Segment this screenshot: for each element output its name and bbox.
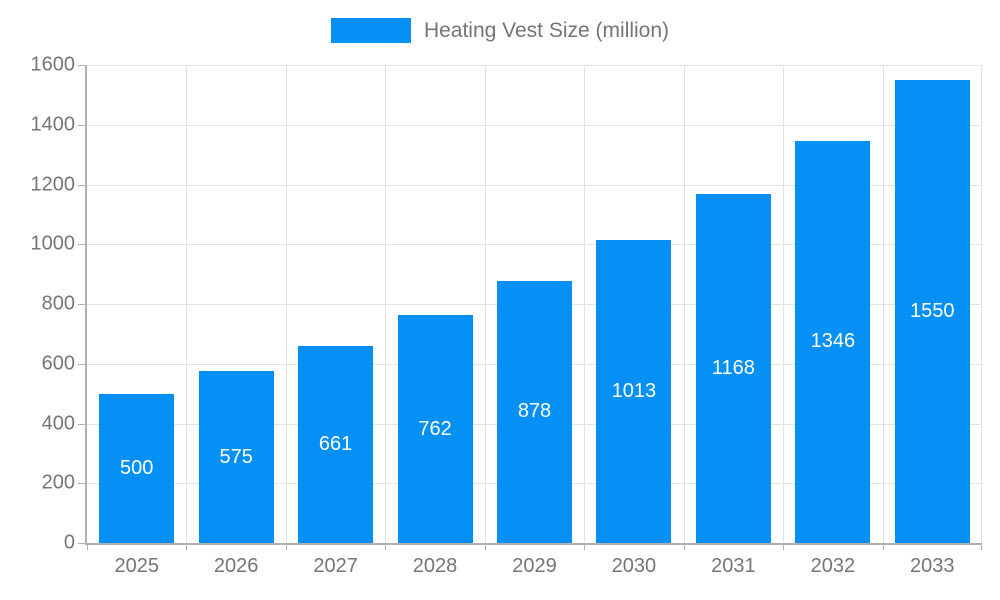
y-axis-tick-label: 200 [41,471,75,494]
y-axis-tick [78,543,85,544]
x-axis-tick [683,543,685,550]
bar-value-label: 1013 [611,380,657,403]
bar[interactable]: 878 [497,280,572,543]
x-axis-tick-label: 2027 [313,555,358,577]
x-axis-tick [484,543,486,550]
gridline-vertical [882,65,884,543]
y-axis-tick-label: 600 [41,352,75,375]
x-axis-tick [981,543,982,550]
legend[interactable]: Heating Vest Size (million) [0,18,1000,43]
bar[interactable]: 1550 [894,79,970,543]
bar-value-label: 1346 [810,330,856,353]
y-axis-tick [78,483,85,485]
bar-value-label: 500 [120,456,154,479]
y-axis-tick-label: 1400 [30,113,76,136]
y-axis-tick [78,304,85,305]
bar-value-label: 1550 [910,299,955,322]
bar[interactable]: 661 [298,345,374,543]
x-axis-tick [87,543,88,550]
x-axis-tick [783,543,785,550]
plot-area: 0 200 400 600 800 1000 1200 1400 1600 500 2025 575 2… [31,54,982,577]
y-axis-tick-label: 800 [41,292,75,315]
gridline-horizontal [87,244,982,246]
x-axis-tick [385,543,387,550]
x-axis-tick-label: 2032 [810,555,856,577]
bar[interactable]: 500 [99,393,175,543]
gridline-horizontal [87,65,982,66]
x-axis-tick-label: 2033 [910,555,955,577]
y-axis-tick [78,423,85,425]
y-axis-tick [78,184,85,186]
bar[interactable]: 1013 [596,240,672,543]
y-axis-tick-label: 1000 [30,232,76,255]
gridline-vertical [186,65,188,543]
x-axis-tick-label: 2030 [611,555,657,577]
bar[interactable]: 1168 [695,194,771,543]
bar-value-label: 661 [318,432,353,455]
x-axis-tick [882,543,884,550]
bar[interactable]: 575 [198,371,274,543]
bar-value-label: 575 [219,445,253,468]
x-axis-tick-label: 2028 [412,555,458,577]
gridline-horizontal [87,124,982,126]
x-axis-tick [584,543,586,550]
x-axis-tick [285,543,287,550]
bar[interactable]: 1346 [795,140,871,543]
gridline-horizontal [87,184,982,186]
bar-value-label: 878 [517,400,552,423]
x-axis-tick-label: 2031 [711,555,756,577]
gridline-vertical [584,65,586,543]
bar-value-label: 1168 [711,357,755,380]
gridline-vertical [385,65,387,543]
y-axis-tick [78,65,85,66]
gridline-vertical [285,65,287,543]
y-axis-tick-label: 1600 [30,53,76,76]
x-axis-tick [186,543,188,550]
y-axis-tick [78,244,85,246]
legend-swatch[interactable] [330,18,411,43]
gridline-vertical [683,65,685,543]
x-axis-tick-label: 2029 [512,555,557,577]
x-axis-tick-label: 2025 [114,555,159,577]
bar[interactable]: 762 [397,315,473,543]
legend-label[interactable]: Heating Vest Size (million) [423,18,670,42]
y-axis-tick [78,124,85,126]
y-axis-tick-label: 400 [41,412,75,434]
y-axis-tick [78,363,85,365]
bar-value-label: 762 [418,417,452,440]
x-axis-tick-label: 2026 [213,555,259,577]
gridline-vertical [484,65,486,543]
y-axis-tick-label: 0 [63,531,75,554]
gridline-vertical [783,65,785,543]
y-axis-tick-label: 1200 [30,173,76,195]
gridline-vertical [981,65,982,543]
